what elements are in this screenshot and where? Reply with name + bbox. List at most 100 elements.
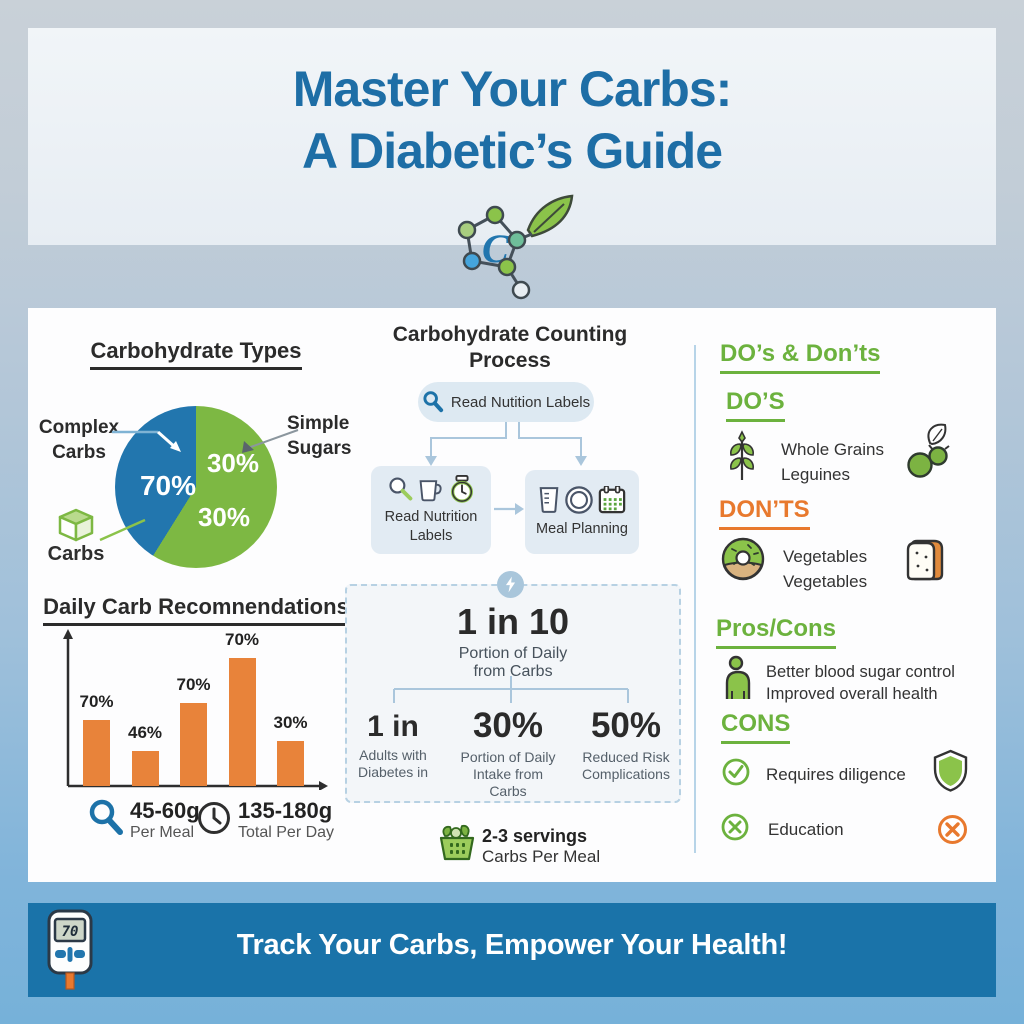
pie-label-complex-carbs: Complex Carbs <box>38 417 120 463</box>
servings-value: 2-3 servings <box>482 826 588 846</box>
wheat-icon <box>730 430 754 480</box>
calendar-icon <box>598 486 626 514</box>
bar <box>131 751 159 786</box>
stat2-value: 30% <box>472 706 544 745</box>
pie-annotation-lines <box>99 429 299 542</box>
bar-chart-bars: 70% 46% 70% 70% 30% <box>58 628 328 790</box>
bar <box>83 720 110 786</box>
plate-icon <box>565 486 593 515</box>
donts-item-1: Vegetables <box>783 547 868 566</box>
lightning-icon <box>497 571 524 598</box>
stats-panel <box>345 584 681 803</box>
step1-label: Read Nutrition Labels <box>384 509 478 544</box>
servings-caption: Carbs Per Meal <box>482 847 601 866</box>
donut-icon <box>721 537 765 581</box>
meter-reading: 70 <box>62 924 79 940</box>
per-meal-caption: Per Meal <box>130 824 195 841</box>
pros-item-2: Improved overall health <box>766 685 938 704</box>
carbs-cube-icon <box>58 508 94 542</box>
stat2-caption: Portion of Daily Intake from Carbs <box>460 749 556 800</box>
bar-chart-title: Daily Carb Recomnendations <box>40 594 352 626</box>
stat3-caption: Reduced Risk Complications <box>582 749 670 783</box>
page-title: Master Your Carbs: A Diabetic’s Guide <box>28 58 996 182</box>
banner-slogan: Track Your Carbs, Empower Your Health! <box>236 929 788 961</box>
glucose-meter-icon: 70 <box>47 909 93 990</box>
stat-block-risk: 50% Reduced Risk Complications <box>570 706 682 783</box>
stat-block-intake: 30% Portion of Daily Intake from Carbs <box>453 706 563 800</box>
stat1-caption: Adults with Diabetes in <box>357 747 429 781</box>
magnifier-icon <box>423 391 443 413</box>
legumes-icon <box>907 423 950 478</box>
magnifier-outline-icon <box>389 477 413 501</box>
pie-chart-title: Carbohydrate Types <box>40 338 352 370</box>
shield-icon <box>933 749 968 792</box>
bar <box>277 741 304 786</box>
pros-list: Better blood sugar control Improved over… <box>766 661 955 706</box>
bar-value-label: 30% <box>273 713 308 732</box>
flow-arrow-right <box>494 503 524 515</box>
cons-item-education: Education <box>768 820 844 839</box>
pie-value-simple-bottom: 30% <box>197 502 251 532</box>
veggie-basket-icon <box>439 824 475 861</box>
pie-value-complex: 70% <box>139 470 197 501</box>
page-title-line1: Master Your Carbs: <box>292 61 733 117</box>
pie-label-carbs: Carbs <box>47 543 105 565</box>
bar-value-label: 70% <box>79 692 114 711</box>
per-day-caption: Total Per Day <box>238 824 335 841</box>
header-panel <box>28 28 996 245</box>
step2-label: Meal Planning <box>536 521 628 538</box>
bar-value-label: 70% <box>176 675 211 694</box>
bar-value-label: 70% <box>224 630 260 649</box>
timer-icon <box>451 475 473 504</box>
cons-heading: CONS <box>721 710 791 744</box>
donts-item-2: Vegetables <box>783 571 868 591</box>
bar <box>228 658 256 786</box>
donts-heading: DON’TS <box>719 496 810 530</box>
cons-item-diligence: Requires diligence <box>766 765 906 784</box>
stat3-value: 50% <box>590 706 662 745</box>
bar-chart: 70% 46% 70% 70% 30% <box>58 628 328 790</box>
x-circle-green-icon <box>721 813 749 841</box>
person-icon <box>725 655 751 699</box>
process-title: Carbohydrate Counting Process <box>392 323 628 373</box>
dos-item-2: Leguines <box>781 464 851 484</box>
dos-heading: DO’S <box>726 388 785 422</box>
pie-label-simple-sugars: Simple Sugars <box>287 413 352 459</box>
per-day-value: 135-180g <box>238 798 333 823</box>
footer-banner <box>28 903 996 997</box>
pie-value-simple-top: 30% <box>206 448 260 478</box>
clock-icon <box>198 802 230 834</box>
pill-label: Read Nutition Labels <box>450 393 591 411</box>
donts-list: Vegetables Vegetables <box>783 545 867 594</box>
step1-icons <box>387 475 475 504</box>
bread-icon <box>906 539 944 581</box>
stat-main-caption-2: from Carbs <box>473 663 553 680</box>
step2-icons <box>538 485 626 515</box>
dos-item-1: Whole Grains <box>781 440 884 459</box>
measuring-cup-icon <box>419 480 442 502</box>
bar <box>180 703 207 786</box>
bar-value-label: 46% <box>127 723 163 742</box>
stat-block-diabetes: 1 in Adults with Diabetes in <box>338 710 448 781</box>
process-step-pill: Read Nutition Labels <box>418 382 594 422</box>
check-circle-icon <box>722 758 750 786</box>
pros-item-1: Better blood sugar control <box>766 663 955 681</box>
x-circle-orange-icon <box>938 815 967 844</box>
stat1-value: 1 in <box>367 710 419 743</box>
step-meal-planning-box: Meal Planning <box>525 470 639 554</box>
dos-list: Whole Grains Leguines <box>781 438 884 487</box>
magnifier-icon <box>89 799 123 835</box>
pros-cons-heading: Pros/Cons <box>716 615 837 649</box>
per-meal-value: 45-60g <box>130 798 200 823</box>
stat-main-value: 1 in 10 <box>456 601 570 642</box>
flow-connectors <box>425 422 587 466</box>
column-divider <box>694 345 696 853</box>
page-title-line2: A Diabetic’s Guide <box>301 123 723 179</box>
bar-chart-axes <box>63 629 328 790</box>
dos-donts-section-title: DO’s & Don’ts <box>720 340 881 374</box>
glucose-molecule-leaf-icon: C <box>457 194 574 300</box>
step-read-labels-box: Read Nutrition Labels <box>371 466 491 554</box>
stat-main-caption-1: Portion of Daily <box>458 645 568 662</box>
stats-bracket <box>393 676 629 703</box>
